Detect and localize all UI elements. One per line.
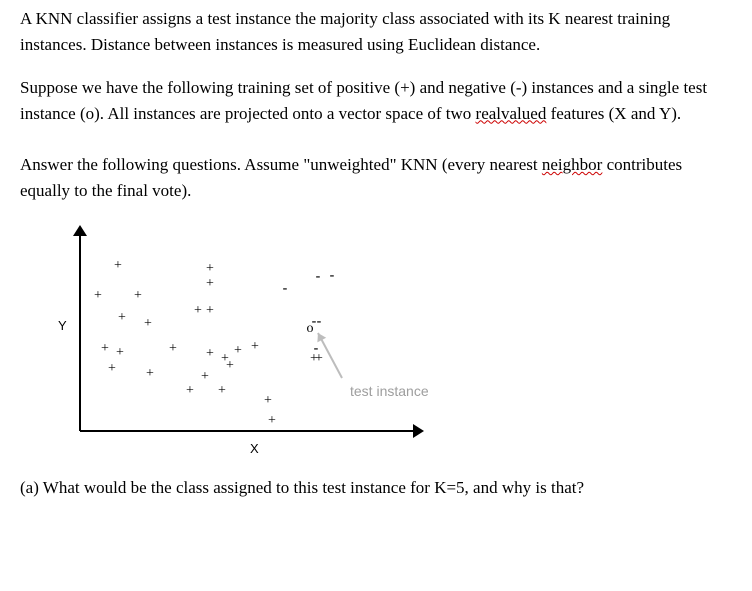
- p3-wavy: neighbor: [542, 155, 602, 174]
- test-instance-label: test instance: [350, 381, 429, 402]
- negative-point: -: [330, 269, 335, 283]
- positive-point: +: [194, 304, 202, 318]
- positive-point: +: [114, 259, 122, 273]
- paragraph-1: A KNN classifier assigns a test instance…: [20, 6, 734, 57]
- positive-point: +: [206, 262, 214, 276]
- p2-wavy: realvalued: [476, 104, 547, 123]
- p1-text: A KNN classifier assigns a test instance…: [20, 9, 670, 54]
- paragraph-2: Suppose we have the following training s…: [20, 75, 734, 126]
- positive-point: +: [134, 289, 142, 303]
- positive-point: +: [206, 347, 214, 361]
- qa-text: (a) What would be the class assigned to …: [20, 478, 584, 497]
- positive-point: +: [101, 342, 109, 356]
- chart-axes-svg: [50, 221, 450, 461]
- positive-point: +: [116, 346, 124, 360]
- positive-point: +: [118, 311, 126, 325]
- knn-scatterplot: ++++++++++++++++++++++++-----o-++ X Y te…: [50, 221, 450, 461]
- paragraph-3: Answer the following questions. Assume "…: [20, 152, 734, 203]
- positive-point: +: [186, 384, 194, 398]
- positive-point: +: [234, 344, 242, 358]
- p2-text-b: features (X and Y).: [546, 104, 681, 123]
- test-instance-point: o: [307, 322, 314, 336]
- y-axis-label: Y: [58, 316, 67, 336]
- positive-point: +: [206, 277, 214, 291]
- positive-point: +: [264, 394, 272, 408]
- positive-point: +: [108, 362, 116, 376]
- positive-point: +: [201, 370, 209, 384]
- positive-point: +: [146, 367, 154, 381]
- positive-point: +: [144, 317, 152, 331]
- positive-point: +: [206, 304, 214, 318]
- positive-point: +: [226, 359, 234, 373]
- positive-point: +: [268, 414, 276, 428]
- positive-point: +: [315, 352, 323, 366]
- positive-point: +: [169, 342, 177, 356]
- positive-point: +: [94, 289, 102, 303]
- p3-text-a: Answer the following questions. Assume "…: [20, 155, 542, 174]
- positive-point: +: [251, 340, 259, 354]
- positive-point: +: [218, 384, 226, 398]
- negative-point: -: [317, 315, 322, 329]
- question-a: (a) What would be the class assigned to …: [20, 475, 734, 501]
- negative-point: -: [316, 270, 321, 284]
- x-axis-label: X: [250, 439, 259, 459]
- negative-point: -: [283, 282, 288, 296]
